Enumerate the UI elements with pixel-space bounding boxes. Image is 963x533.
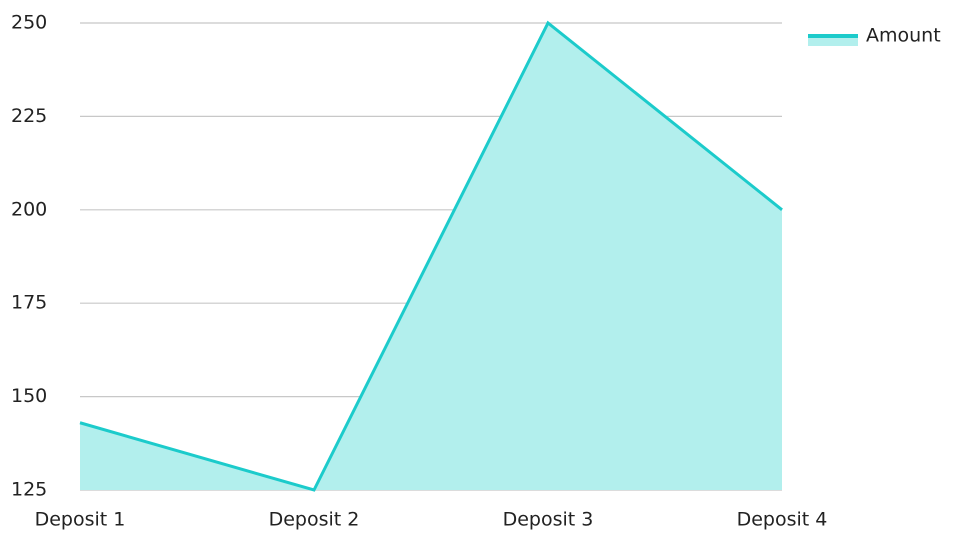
y-tick-label: 175 xyxy=(11,292,47,314)
x-tick-label: Deposit 4 xyxy=(737,509,828,531)
y-tick-label: 225 xyxy=(11,105,47,127)
y-tick-label: 150 xyxy=(11,385,47,407)
y-tick-label: 125 xyxy=(11,479,47,501)
x-tick-label: Deposit 1 xyxy=(35,509,126,531)
x-tick-label: Deposit 2 xyxy=(269,509,360,531)
y-tick-label: 200 xyxy=(11,198,47,220)
legend-swatch xyxy=(808,36,858,46)
area-line xyxy=(79,20,783,492)
legend-label: Amount xyxy=(866,25,941,47)
y-tick-label: 250 xyxy=(11,12,47,34)
x-tick-label: Deposit 3 xyxy=(503,509,594,531)
